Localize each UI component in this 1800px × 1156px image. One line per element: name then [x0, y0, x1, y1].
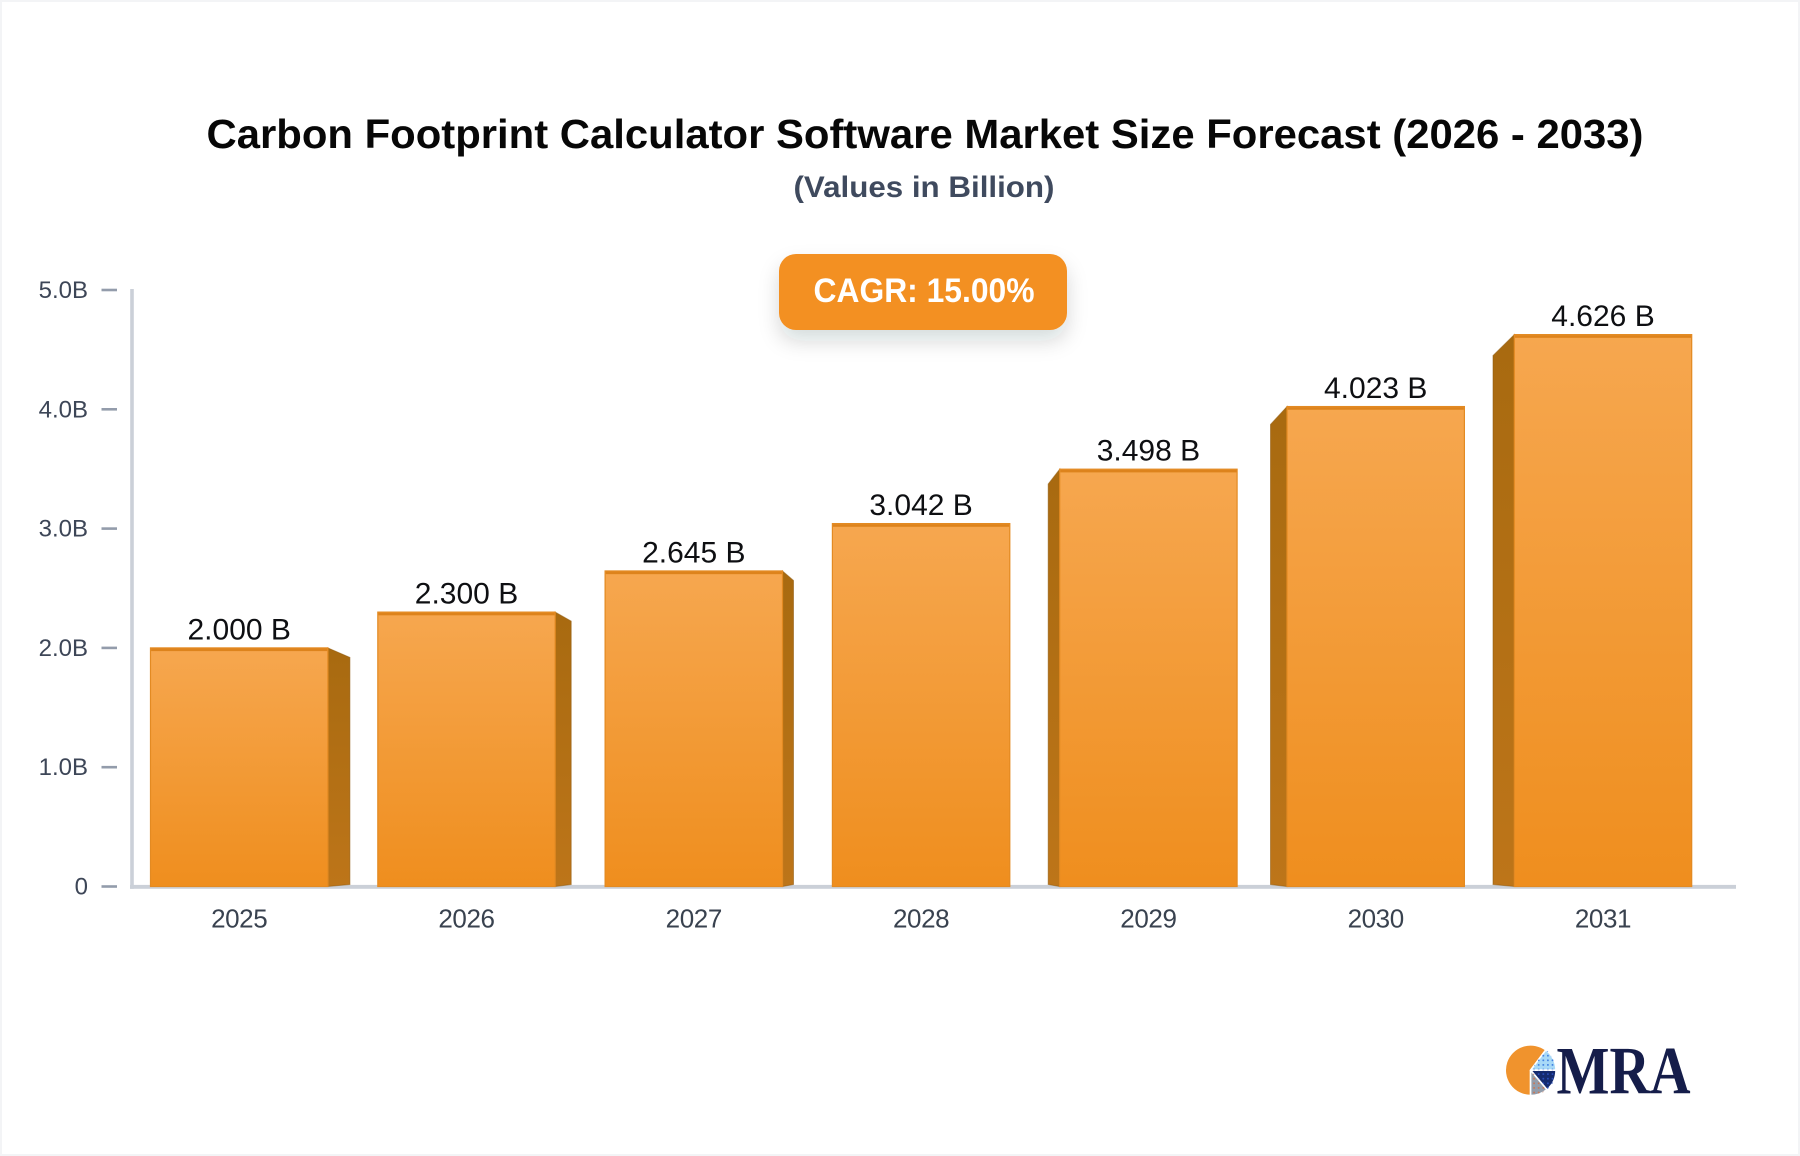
bar-side-face [554, 611, 572, 888]
bar-value-label: 3.498 B [1097, 435, 1200, 468]
y-tick-label: 5.0B [39, 277, 88, 304]
bar-top-edge [378, 612, 555, 616]
bar [1286, 405, 1465, 888]
bar [149, 647, 329, 888]
bar [1513, 334, 1693, 888]
page-subtitle: (Values in Billion) [794, 171, 1055, 204]
bar-value-label: 4.023 B [1324, 372, 1427, 405]
pie-slice-dots-light-blue [1530, 1049, 1556, 1071]
bar-group-2029: 3.498 B 2029 [1047, 435, 1238, 934]
bar-group-2031: 4.626 B 2031 [1492, 300, 1693, 934]
cagr-badge-label: CAGR: 15.00% [814, 272, 1035, 310]
bar [831, 522, 1011, 888]
bar-side-face [327, 647, 351, 888]
x-tick-label: 2026 [438, 904, 494, 934]
page-title: Carbon Footprint Calculator Software Mar… [207, 111, 1644, 157]
y-tick [101, 765, 117, 769]
bar-side-face [782, 569, 794, 888]
bar-group-2030: 4.023 B 2030 [1270, 372, 1465, 934]
bar-top-edge [1060, 469, 1237, 473]
bar-top-edge [833, 524, 1010, 527]
bar-group-2028: 3.042 B 2028 [831, 489, 1011, 934]
pie-slice-orange [1504, 1044, 1547, 1097]
x-tick-label: 2031 [1575, 904, 1631, 934]
bar-top-edge [1514, 335, 1692, 338]
y-tick-label: 3.0B [39, 516, 88, 543]
bar-side-face [1492, 333, 1515, 888]
y-tick [101, 408, 117, 411]
bar-top-edge [151, 648, 328, 652]
bar-value-label: 2.300 B [415, 578, 518, 611]
y-tick [101, 288, 117, 292]
x-tick-label: 2028 [893, 904, 949, 934]
bar-value-label: 3.042 B [869, 489, 972, 522]
bar-side-face [1047, 467, 1061, 888]
pie-chart-icon [1504, 1044, 1557, 1097]
x-tick-label: 2030 [1348, 904, 1404, 934]
y-tick-label: 2.0B [39, 635, 88, 662]
bar-group-2026: 2.300 B 2026 [377, 578, 572, 934]
cagr-badge-background [779, 254, 1067, 330]
y-tick-label: 4.0B [39, 396, 88, 423]
bar-side-face [1270, 405, 1288, 888]
y-tick-label: 1.0B [39, 754, 88, 781]
brand-logo: MRA [1504, 1033, 1691, 1109]
brand-logo-text: MRA [1557, 1033, 1691, 1109]
y-tick-label: 0 [75, 874, 88, 901]
pie-slice-dots-navy [1530, 1070, 1556, 1090]
y-tick [101, 527, 117, 530]
cagr-badge: CAGR: 15.00% [779, 254, 1067, 330]
bar [1059, 468, 1238, 888]
bar-top-edge [605, 571, 782, 575]
bar-value-label: 2.645 B [642, 536, 745, 569]
x-tick-label: 2025 [211, 904, 267, 934]
bar-value-label: 2.000 B [187, 613, 290, 646]
bar-value-label: 4.626 B [1551, 300, 1654, 333]
y-tick [101, 646, 117, 650]
x-tick-label: 2027 [666, 904, 722, 934]
pie-slice-dots-gray [1530, 1070, 1547, 1096]
y-tick [101, 885, 117, 888]
bar-group-2025: 2.000 B 2025 [149, 613, 351, 934]
bar-group-2027: 2.645 B 2027 [604, 536, 794, 934]
x-tick-label: 2029 [1120, 904, 1176, 934]
bar-top-edge [1287, 407, 1464, 410]
bar [377, 611, 556, 888]
y-axis-line [130, 289, 134, 889]
bar [604, 570, 784, 888]
